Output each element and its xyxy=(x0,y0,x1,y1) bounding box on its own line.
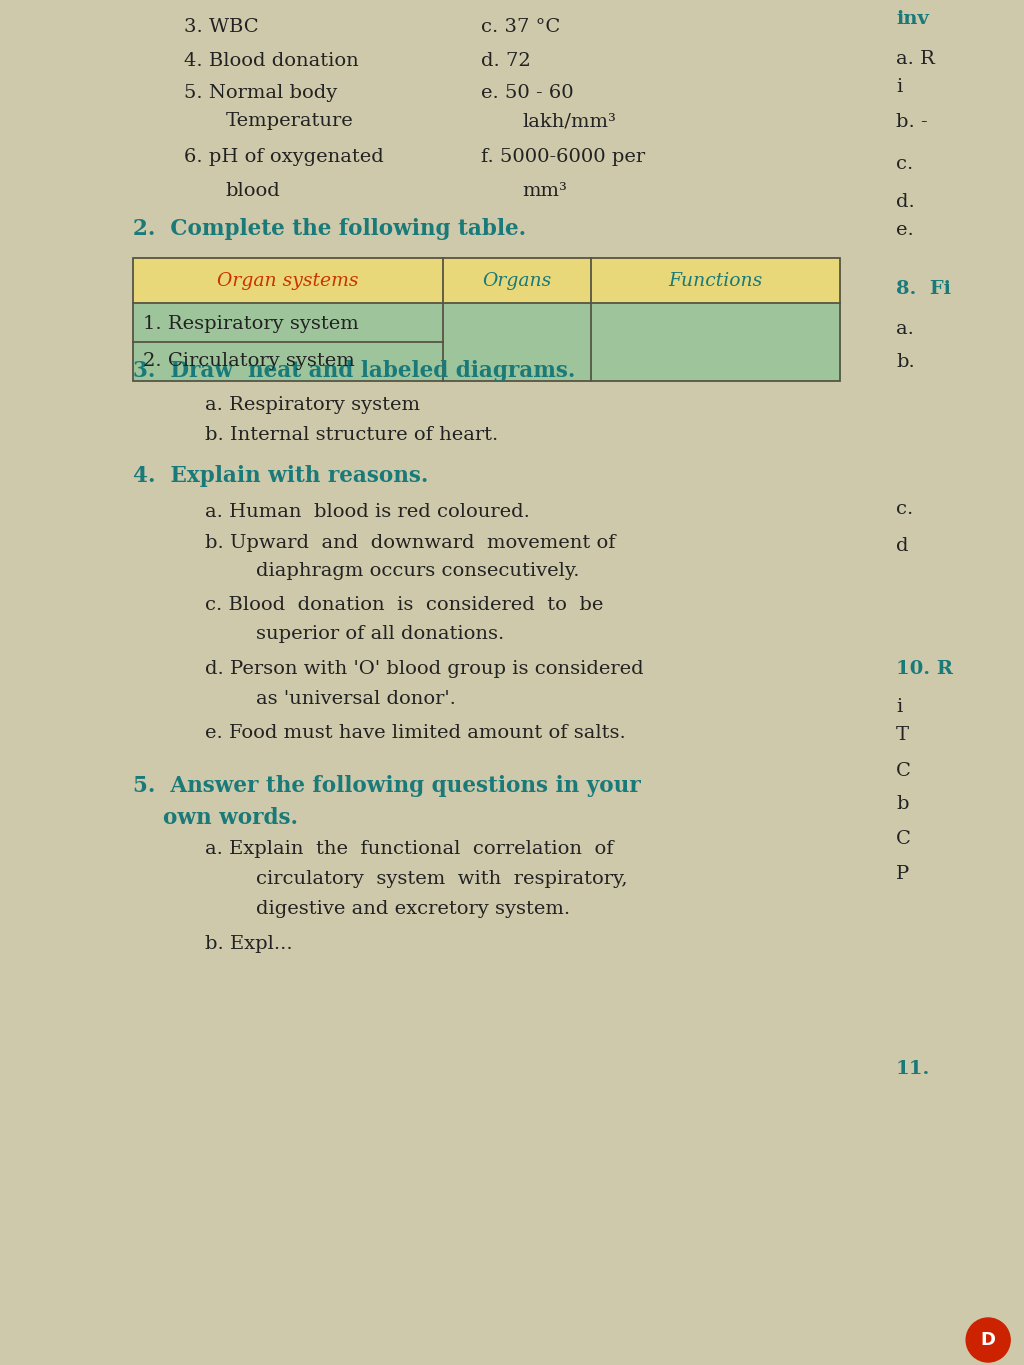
Text: i: i xyxy=(896,698,902,717)
Text: f. 5000-6000 per: f. 5000-6000 per xyxy=(481,147,645,167)
Text: 3. WBC: 3. WBC xyxy=(184,18,259,35)
Text: e.: e. xyxy=(896,221,913,239)
Text: d. 72: d. 72 xyxy=(481,52,531,70)
Text: b.: b. xyxy=(896,354,914,371)
Text: 1. Respiratory system: 1. Respiratory system xyxy=(143,315,358,333)
Text: C: C xyxy=(896,830,911,848)
Text: 5. Normal body: 5. Normal body xyxy=(184,85,338,102)
Text: 4.  Explain with reasons.: 4. Explain with reasons. xyxy=(133,465,428,487)
Text: d.: d. xyxy=(896,192,914,212)
Text: 6. pH of oxygenated: 6. pH of oxygenated xyxy=(184,147,384,167)
Text: b: b xyxy=(896,794,908,814)
Bar xyxy=(133,258,840,303)
Text: D: D xyxy=(981,1331,995,1349)
Text: d. Person with 'O' blood group is considered: d. Person with 'O' blood group is consid… xyxy=(205,661,643,678)
Text: 5.  Answer the following questions in your: 5. Answer the following questions in you… xyxy=(133,775,641,797)
Text: b. Upward  and  downward  movement of: b. Upward and downward movement of xyxy=(205,534,615,551)
Text: T: T xyxy=(896,726,909,744)
Text: b. -: b. - xyxy=(896,113,928,131)
Text: c. Blood  donation  is  considered  to  be: c. Blood donation is considered to be xyxy=(205,597,603,614)
Text: a. Human  blood is red coloured.: a. Human blood is red coloured. xyxy=(205,502,529,521)
Text: as 'universal donor'.: as 'universal donor'. xyxy=(256,689,456,708)
Text: 3.  Draw  neat and labeled diagrams.: 3. Draw neat and labeled diagrams. xyxy=(133,360,575,382)
Text: 4. Blood donation: 4. Blood donation xyxy=(184,52,359,70)
Circle shape xyxy=(967,1319,1010,1362)
Text: b. Expl...: b. Expl... xyxy=(205,935,293,953)
Text: mm³: mm³ xyxy=(522,182,567,201)
Text: Organ systems: Organ systems xyxy=(217,272,358,289)
Text: 11.: 11. xyxy=(896,1061,931,1078)
Text: a. Explain  the  functional  correlation  of: a. Explain the functional correlation of xyxy=(205,839,613,859)
Text: c.: c. xyxy=(896,500,913,517)
Text: 8.  Fi: 8. Fi xyxy=(896,280,951,298)
Text: c. 37 °C: c. 37 °C xyxy=(481,18,560,35)
Bar xyxy=(133,258,840,381)
Text: Temperature: Temperature xyxy=(225,112,353,130)
Text: a. Respiratory system: a. Respiratory system xyxy=(205,396,420,414)
Text: inv: inv xyxy=(896,10,929,29)
Text: P: P xyxy=(896,865,909,883)
Text: digestive and excretory system.: digestive and excretory system. xyxy=(256,900,570,919)
Text: b. Internal structure of heart.: b. Internal structure of heart. xyxy=(205,426,498,444)
Bar xyxy=(133,303,840,381)
Text: Organs: Organs xyxy=(482,272,552,289)
Text: i: i xyxy=(896,78,902,96)
Text: diaphragm occurs consecutively.: diaphragm occurs consecutively. xyxy=(256,562,580,580)
Text: d: d xyxy=(896,536,908,556)
Text: superior of all donations.: superior of all donations. xyxy=(256,625,504,643)
Text: circulatory  system  with  respiratory,: circulatory system with respiratory, xyxy=(256,870,628,889)
Text: c.: c. xyxy=(896,156,913,173)
Text: Functions: Functions xyxy=(669,272,763,289)
Text: 2.  Complete the following table.: 2. Complete the following table. xyxy=(133,218,526,240)
Text: 10. R: 10. R xyxy=(896,661,953,678)
Text: a. R: a. R xyxy=(896,51,935,68)
Text: a.: a. xyxy=(896,319,913,339)
Text: own words.: own words. xyxy=(133,807,298,829)
Text: e. Food must have limited amount of salts.: e. Food must have limited amount of salt… xyxy=(205,723,626,743)
Text: e. 50 - 60: e. 50 - 60 xyxy=(481,85,573,102)
Text: 2. Circulatory system: 2. Circulatory system xyxy=(143,352,355,370)
Text: C: C xyxy=(896,762,911,779)
Text: lakh/mm³: lakh/mm³ xyxy=(522,112,616,130)
Text: blood: blood xyxy=(225,182,280,201)
